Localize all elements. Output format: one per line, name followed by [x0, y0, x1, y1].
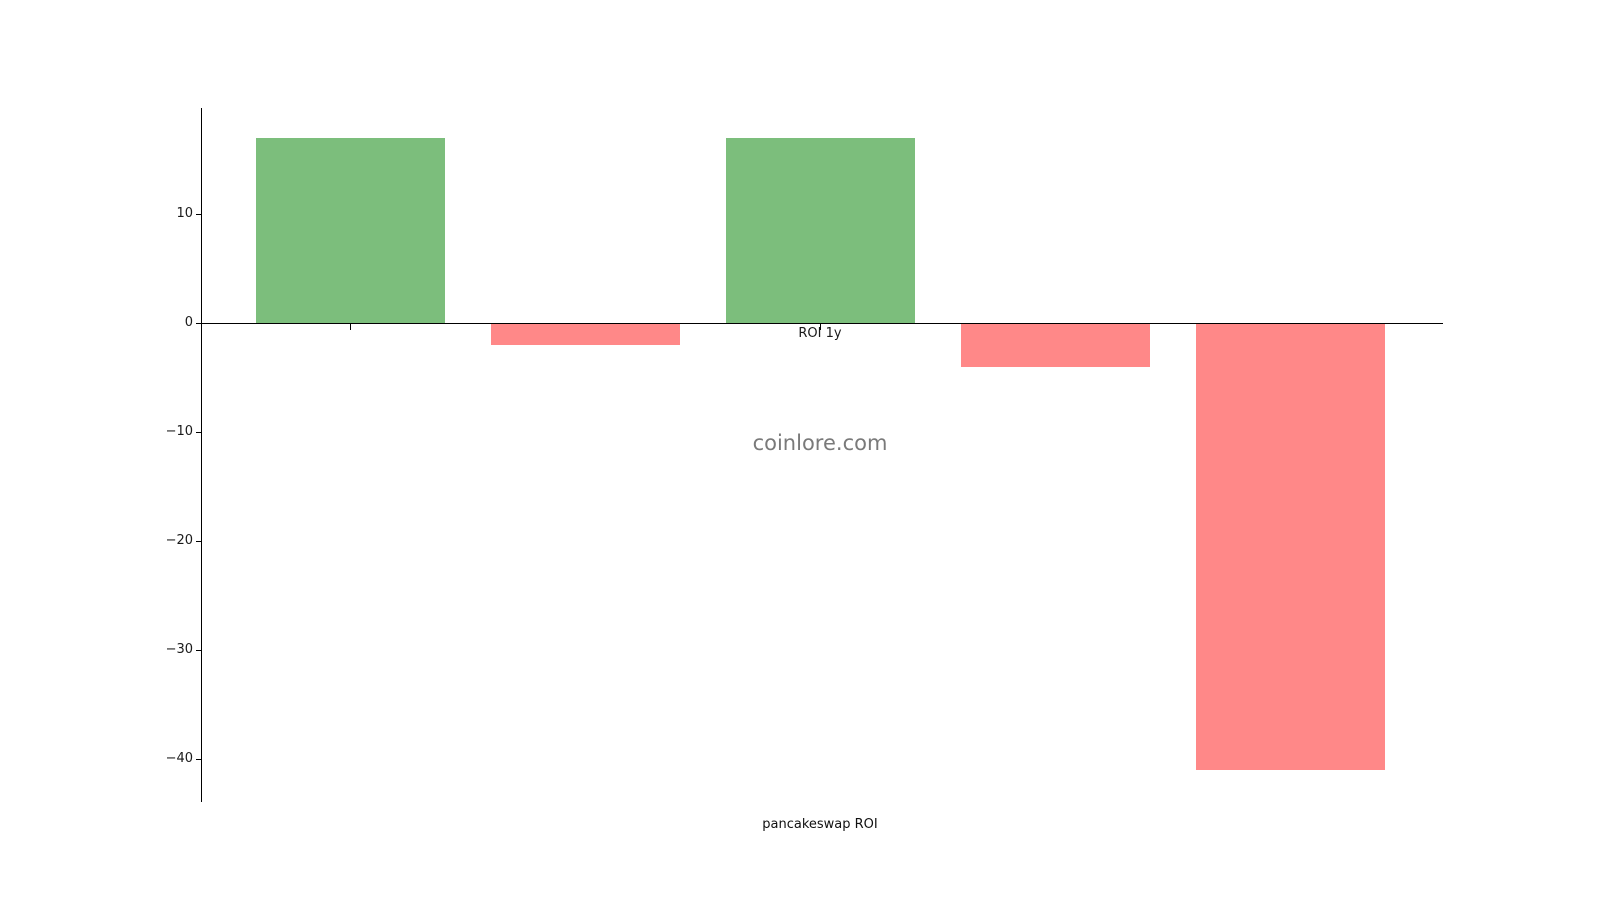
- chart-title: pancakeswap ROI: [762, 817, 878, 832]
- x-tick-label-roi-1y: ROI 1y: [798, 326, 842, 341]
- y-tick-label--30: −30: [165, 642, 193, 657]
- x-tick-mark-3: [820, 324, 821, 330]
- y-axis-line: [201, 108, 202, 802]
- y-tick-label-0: 0: [184, 315, 193, 330]
- bar-bar-4: [961, 323, 1150, 367]
- y-tick-mark--20: [196, 541, 201, 542]
- y-tick-mark--30: [196, 650, 201, 651]
- x-tick-mark-1: [350, 324, 351, 330]
- y-tick-mark--40: [196, 759, 201, 760]
- bar-bar-2: [491, 323, 680, 345]
- x-axis-line: [201, 323, 1443, 324]
- y-tick-mark--10: [196, 432, 201, 433]
- y-tick-label-10: 10: [176, 206, 193, 221]
- y-tick-label--10: −10: [165, 424, 193, 439]
- y-tick-label--20: −20: [165, 533, 193, 548]
- watermark-text: coinlore.com: [752, 431, 888, 455]
- bar-bar-5: [1196, 323, 1385, 770]
- bar-bar-1: [256, 138, 445, 323]
- bar-roi-1y: [726, 138, 915, 323]
- y-tick-label--40: −40: [165, 751, 193, 766]
- y-tick-mark-0: [196, 323, 201, 324]
- y-tick-mark-10: [196, 214, 201, 215]
